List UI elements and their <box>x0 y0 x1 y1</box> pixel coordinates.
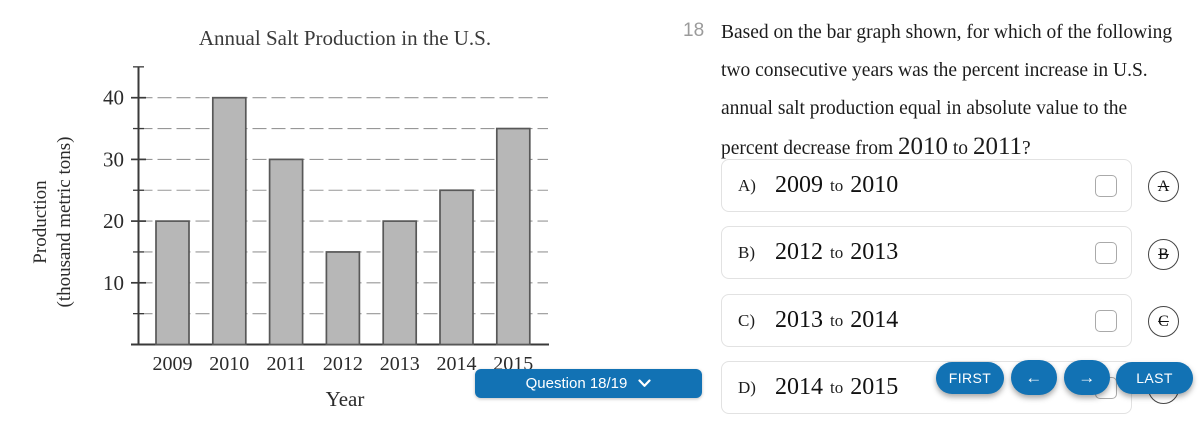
bar-2011 <box>268 158 304 346</box>
question-tail-middle: to <box>948 138 973 159</box>
option-a-eliminate-letter: A <box>1157 177 1170 195</box>
option-a-year-to: 2010 <box>850 172 899 198</box>
option-c-year-to: 2014 <box>850 307 899 333</box>
question-text: Based on the bar graph shown, for which … <box>721 14 1191 168</box>
nav-prev-button[interactable]: ← <box>1011 360 1057 395</box>
option-d-year-from: 2014 <box>775 374 823 400</box>
bar-2014 <box>439 189 474 346</box>
option-c-eliminate-letter: C <box>1158 312 1169 330</box>
y-axis-title-line1: Production <box>30 180 51 264</box>
x-tick-label-2013: 2013 <box>380 353 420 375</box>
option-b-year-from: 2012 <box>775 239 823 265</box>
question-tail-prefix: percent decrease from <box>721 138 899 159</box>
y-axis-title-line2: (thousand metric tons) <box>54 137 75 308</box>
y-tick-label-10: 10 <box>103 271 124 295</box>
question-tail-suffix: ? <box>1022 138 1031 159</box>
option-b-eliminate-badge[interactable]: B <box>1148 239 1179 270</box>
question-year-from: 2010 <box>898 133 949 160</box>
nav-first-button[interactable]: FIRST <box>936 362 1004 394</box>
arrow-left-icon: ← <box>1025 367 1043 387</box>
option-b-year-to: 2013 <box>850 239 899 265</box>
arrow-right-icon: → <box>1078 367 1096 387</box>
x-tick-label-2009: 2009 <box>153 353 193 375</box>
option-a-card[interactable]: A) 2009 to 2010 <box>721 159 1132 212</box>
option-d-year-to: 2015 <box>850 374 899 400</box>
salt-production-chart: 2009 2010 2011 2012 2013 2014 201510203040Annu… <box>30 26 549 411</box>
option-a-eliminate-badge[interactable]: A <box>1148 171 1179 202</box>
option-b-eliminate-letter: B <box>1158 245 1169 263</box>
x-tick-label-2011: 2011 <box>266 353 305 375</box>
question-line: two consecutive years was the percent in… <box>721 60 1148 81</box>
question-year-to: 2011 <box>972 133 1023 160</box>
bar-2013 <box>382 220 418 346</box>
option-b-letter: B) <box>738 242 755 262</box>
option-c-letter: C) <box>738 310 755 330</box>
option-a-letter: A) <box>738 175 756 195</box>
option-a-checkbox[interactable] <box>1095 174 1117 197</box>
nav-next-button[interactable]: → <box>1064 360 1110 395</box>
nav-last-button[interactable]: LAST <box>1116 362 1193 394</box>
option-d-to: to <box>830 377 844 397</box>
chart-title: Annual Salt Production in the U.S. <box>199 26 491 50</box>
question-selector-label: Question 18/19 <box>525 375 628 392</box>
option-c-to: to <box>830 310 844 330</box>
question-line: percent decrease from 2010 to 2011? <box>721 128 1191 168</box>
bar-chart: 2009 2010 2011 2012 2013 2014 2015 10 20 30 40 Annu… <box>30 26 549 411</box>
bar-2010 <box>211 96 247 346</box>
option-b-card[interactable]: B) 2012 to 2013 <box>721 226 1132 279</box>
bar-2012 <box>325 251 361 346</box>
option-a-year-from: 2009 <box>775 172 823 198</box>
option-c-year-from: 2013 <box>775 307 823 333</box>
y-tick-label-40: 40 <box>103 86 124 110</box>
x-axis-title: Year <box>326 387 365 411</box>
option-d-letter: D) <box>738 377 756 397</box>
option-a-to: to <box>830 175 844 195</box>
bar-2015 <box>495 127 531 346</box>
chevron-down-icon <box>638 379 651 387</box>
option-b-to: to <box>830 242 844 262</box>
option-b-checkbox[interactable] <box>1095 241 1117 264</box>
option-c-checkbox[interactable] <box>1095 309 1117 332</box>
question-line: annual salt production equal in absolute… <box>721 98 1128 119</box>
y-tick-label-30: 30 <box>103 147 124 171</box>
x-tick-label-2012: 2012 <box>323 353 363 375</box>
x-tick-label-2010: 2010 <box>209 353 249 375</box>
y-tick-label-20: 20 <box>103 209 124 233</box>
question-line: Based on the bar graph shown, for which … <box>721 22 1173 43</box>
question-selector-button[interactable]: Question 18/19 <box>475 369 702 398</box>
x-tick-label-2014: 2014 <box>437 353 477 375</box>
option-c-eliminate-badge[interactable]: C <box>1148 306 1179 337</box>
bar-2009 <box>155 220 190 346</box>
option-c-card[interactable]: C) 2013 to 2014 <box>721 294 1132 347</box>
question-number: 18 <box>683 20 705 41</box>
